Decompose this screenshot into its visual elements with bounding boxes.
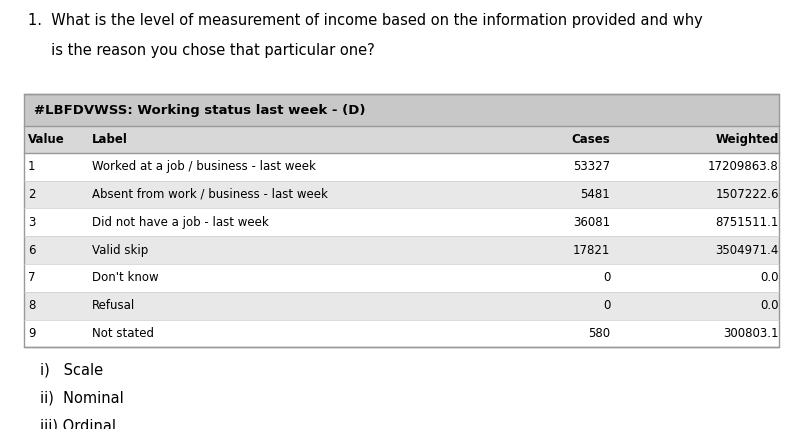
Text: Refusal: Refusal (92, 299, 136, 312)
Text: 580: 580 (587, 327, 610, 340)
Text: 8751511.1: 8751511.1 (715, 216, 778, 229)
Text: Not stated: Not stated (92, 327, 154, 340)
Text: Don't know: Don't know (92, 272, 159, 284)
Text: 3: 3 (28, 216, 35, 229)
Text: Did not have a job - last week: Did not have a job - last week (92, 216, 269, 229)
Text: 9: 9 (28, 327, 35, 340)
Text: 53327: 53327 (573, 160, 610, 173)
Text: Weighted: Weighted (715, 133, 778, 146)
Text: Absent from work / business - last week: Absent from work / business - last week (92, 188, 328, 201)
Text: iii) Ordinal: iii) Ordinal (40, 418, 116, 429)
Text: #LBFDVWSS: Working status last week - (D): #LBFDVWSS: Working status last week - (D… (34, 103, 365, 117)
Bar (24, 208, 778, 236)
Bar (24, 94, 778, 126)
Text: ii)  Nominal: ii) Nominal (40, 390, 124, 405)
Text: 17209863.8: 17209863.8 (707, 160, 778, 173)
Bar (24, 292, 778, 320)
Bar (24, 236, 778, 264)
Text: 2: 2 (28, 188, 35, 201)
Text: 0: 0 (602, 272, 610, 284)
Text: Label: Label (92, 133, 128, 146)
Bar (24, 264, 778, 292)
Text: 5481: 5481 (580, 188, 610, 201)
Bar (24, 153, 778, 181)
Bar (24, 126, 778, 153)
Text: i)   Scale: i) Scale (40, 363, 103, 378)
Text: 0.0: 0.0 (759, 272, 778, 284)
Text: Valid skip: Valid skip (92, 244, 148, 257)
Text: 3504971.4: 3504971.4 (715, 244, 778, 257)
Text: 300803.1: 300803.1 (723, 327, 778, 340)
Text: is the reason you chose that particular one?: is the reason you chose that particular … (28, 43, 375, 58)
Text: Value: Value (28, 133, 65, 146)
Text: Worked at a job / business - last week: Worked at a job / business - last week (92, 160, 316, 173)
Bar (24, 320, 778, 347)
Text: 0: 0 (602, 299, 610, 312)
Text: 1.  What is the level of measurement of income based on the information provided: 1. What is the level of measurement of i… (28, 13, 702, 28)
Text: 8: 8 (28, 299, 35, 312)
Text: 7: 7 (28, 272, 35, 284)
Text: 36081: 36081 (573, 216, 610, 229)
Text: 1: 1 (28, 160, 35, 173)
Text: 6: 6 (28, 244, 35, 257)
Text: 1507222.6: 1507222.6 (715, 188, 778, 201)
Text: Cases: Cases (571, 133, 610, 146)
Bar (24, 181, 778, 208)
Text: 17821: 17821 (572, 244, 610, 257)
Text: 0.0: 0.0 (759, 299, 778, 312)
